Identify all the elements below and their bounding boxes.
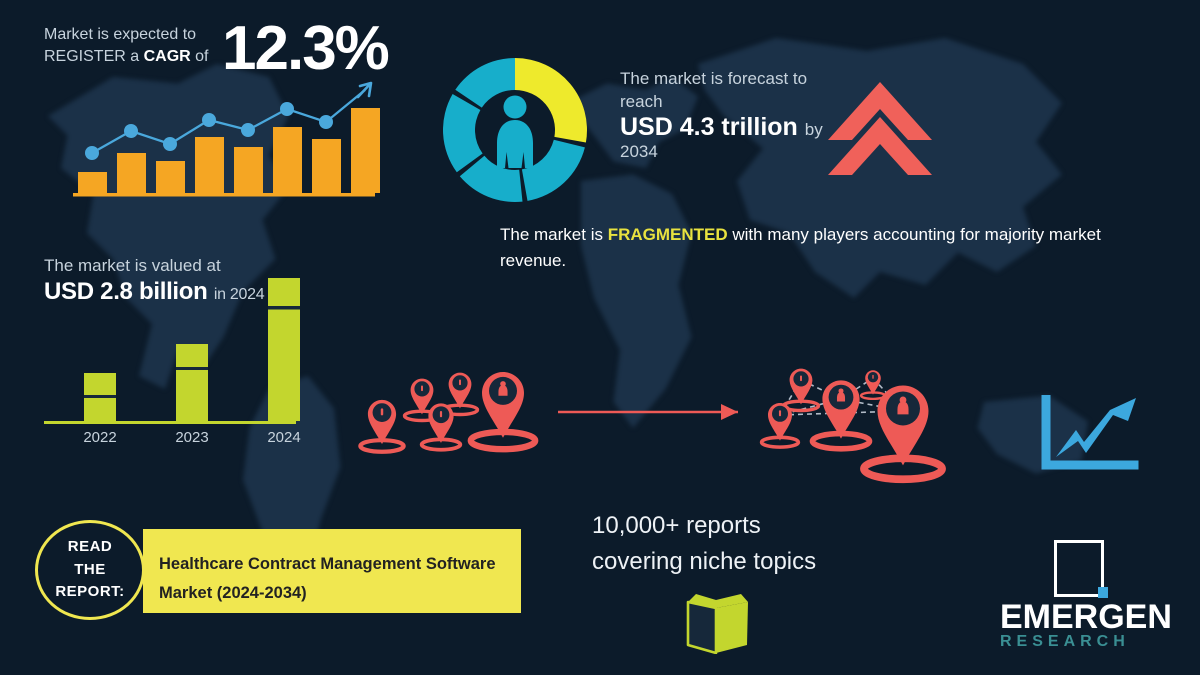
svg-text:2022: 2022: [83, 429, 116, 446]
svg-text:2023: 2023: [175, 429, 208, 446]
svg-text:2024: 2024: [267, 429, 300, 446]
